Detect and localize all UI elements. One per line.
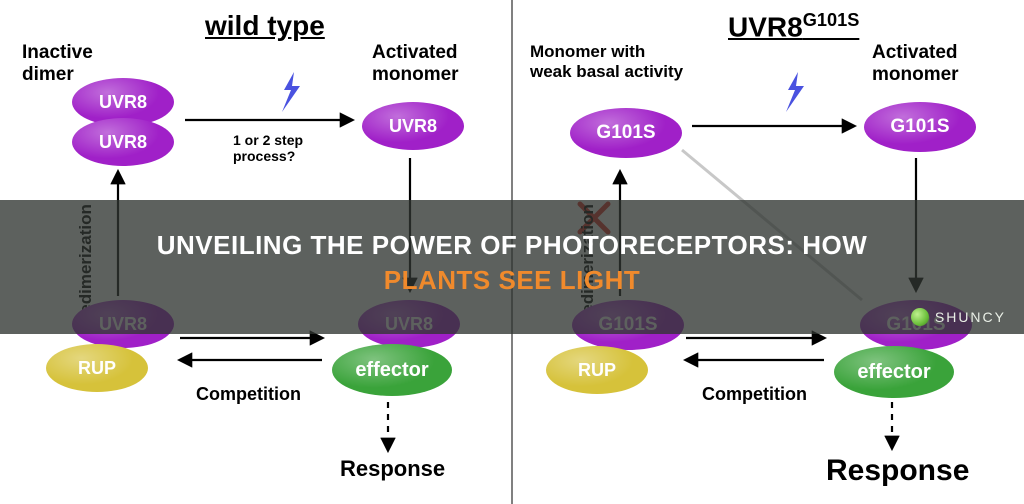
logo-text: SHUNCY [935, 309, 1006, 325]
label: Response [340, 456, 445, 482]
label: Inactive dimer [22, 42, 93, 86]
label: Monomer with weak basal activity [530, 42, 683, 82]
title-overlay: UNVEILING THE POWER OF PHOTORECEPTORS: H… [0, 200, 1024, 334]
label: Competition [196, 384, 301, 405]
node-g101s: G101S [864, 102, 976, 152]
label: 1 or 2 step process? [233, 132, 303, 164]
logo: SHUNCY [911, 308, 1006, 326]
node-uvr8: UVR8 [72, 118, 174, 166]
node-effector: effector [332, 344, 452, 396]
node-rup: RUP [46, 344, 148, 392]
node-g101s: G101S [570, 108, 682, 158]
diagram-canvas: wild type Inactive dimer UVR8 UVR8 Activated… [0, 0, 1024, 504]
label: Response [826, 454, 969, 488]
title-right: UVR8G101S [728, 10, 859, 43]
label: Activated monomer [872, 42, 959, 86]
node-effector: effector [834, 346, 954, 398]
node-uvr8: UVR8 [362, 102, 464, 150]
node-rup: RUP [546, 346, 648, 394]
label: Competition [702, 384, 807, 405]
label: wild type [205, 10, 325, 42]
logo-icon [911, 308, 929, 326]
overlay-title: UNVEILING THE POWER OF PHOTORECEPTORS: H… [30, 228, 994, 298]
label: Activated monomer [372, 42, 459, 86]
